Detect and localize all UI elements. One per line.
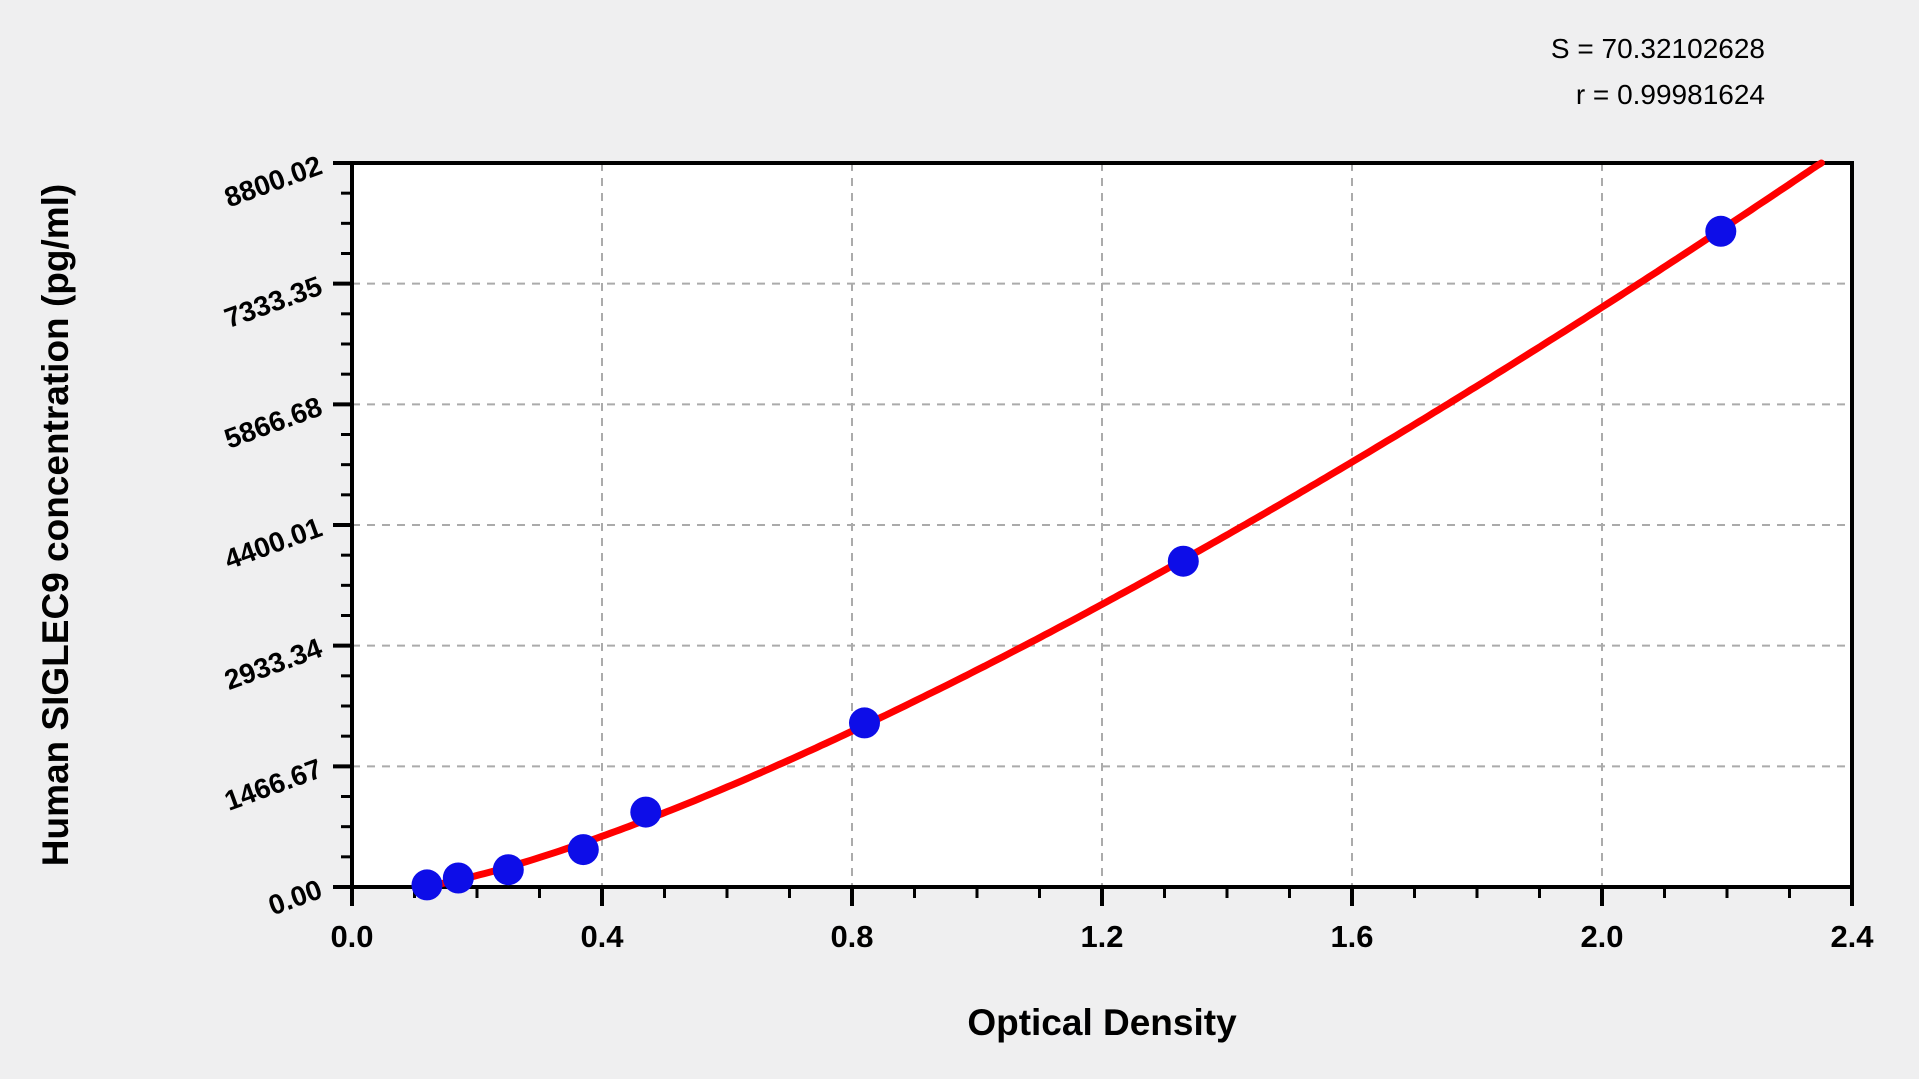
x-tick-label: 0.8 bbox=[830, 919, 873, 954]
y-tick-label: 2933.34 bbox=[220, 632, 326, 696]
fit-stat-s: S = 70.32102628 bbox=[1551, 33, 1765, 64]
data-points bbox=[411, 215, 1737, 901]
x-tick-label: 1.6 bbox=[1330, 919, 1373, 954]
data-point bbox=[411, 869, 443, 901]
data-point bbox=[442, 862, 474, 894]
data-point bbox=[1167, 545, 1199, 577]
x-tick-label: 0.0 bbox=[330, 919, 373, 954]
x-axis-title: Optical Density bbox=[967, 1002, 1237, 1043]
y-tick-label: 4400.01 bbox=[220, 512, 326, 576]
data-point bbox=[630, 796, 662, 828]
y-tick-label: 7333.35 bbox=[220, 270, 326, 334]
x-tick-label: 2.4 bbox=[1830, 919, 1874, 954]
data-point bbox=[567, 834, 599, 866]
x-tick-label: 1.2 bbox=[1080, 919, 1123, 954]
data-point bbox=[492, 854, 524, 886]
plot-area-layer bbox=[333, 159, 1854, 906]
fit-stat-r: r = 0.99981624 bbox=[1576, 79, 1765, 110]
y-tick-label: 1466.67 bbox=[220, 753, 326, 817]
y-tick-label: 5866.68 bbox=[220, 391, 326, 455]
y-tick-label: 8800.02 bbox=[220, 150, 326, 214]
data-point bbox=[1705, 215, 1737, 247]
y-axis-title: Human SIGLEC9 concentration (pg/ml) bbox=[35, 184, 76, 867]
y-tick-label: 0.00 bbox=[264, 874, 326, 922]
data-point bbox=[849, 707, 880, 739]
x-tick-label: 2.0 bbox=[1580, 919, 1623, 954]
x-tick-label: 0.4 bbox=[580, 919, 624, 954]
